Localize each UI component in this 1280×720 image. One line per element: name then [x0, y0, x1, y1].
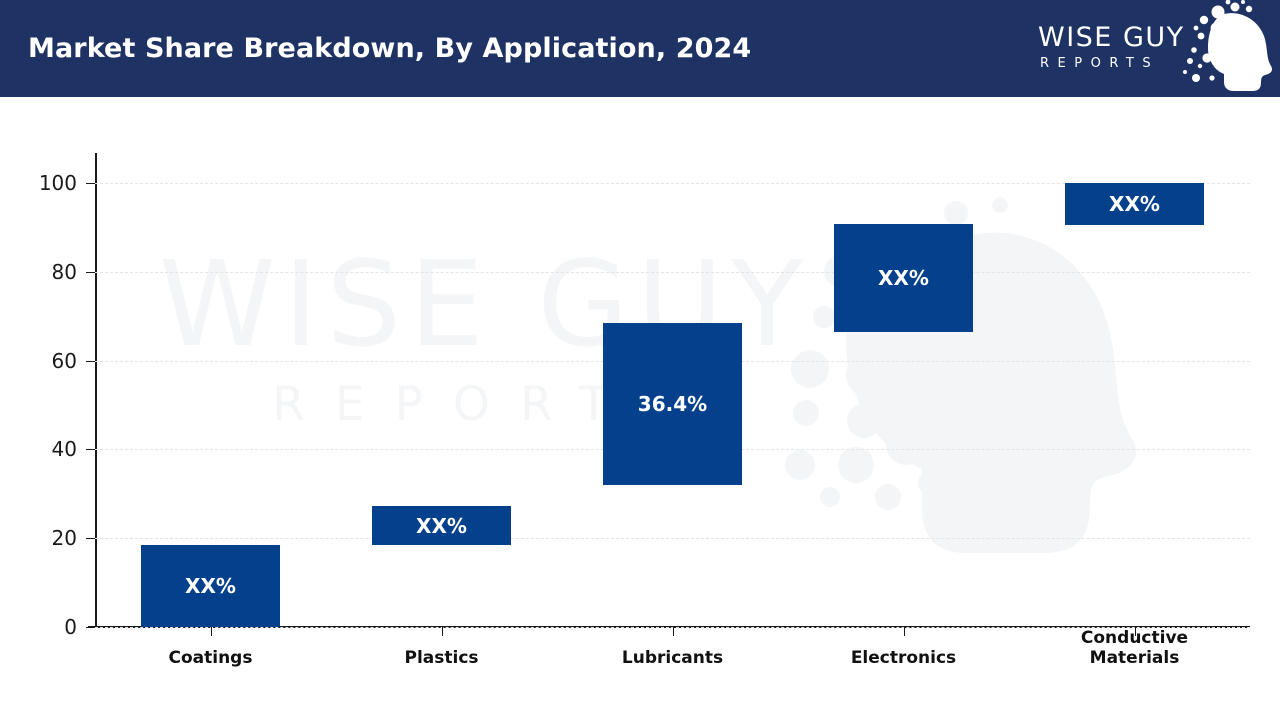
logo-graphic: [1183, 0, 1273, 92]
bar-conductive-materials[interactable]: XX%: [1065, 183, 1204, 226]
plot-area: 0 20 40 60 80 100 XX% XX% 36.4% XX% XX% Coatings P…: [39, 153, 1250, 668]
gridline: [95, 271, 1250, 273]
chart-canvas: WISE GUY REPORTS: [0, 97, 1280, 720]
gridline: [95, 538, 1250, 540]
logo-wordmark-secondary: REPORTS: [1040, 56, 1160, 71]
bar-plastics[interactable]: XX%: [372, 505, 511, 546]
x-axis-tick: [672, 627, 674, 636]
x-axis-tick-label: Plastics: [404, 648, 479, 669]
y-axis-tick-label: 20: [51, 526, 77, 551]
logo-wordmark-primary: WISE GUY: [1038, 22, 1185, 53]
x-axis-tick: [210, 627, 212, 636]
bar-value-label: 36.4%: [637, 392, 708, 417]
y-axis-tick: [86, 183, 95, 185]
y-axis-tick: [86, 627, 95, 628]
bar-coatings[interactable]: XX%: [141, 545, 280, 627]
page-title: Market Share Breakdown, By Application, …: [28, 33, 752, 64]
y-axis-tick: [86, 449, 95, 451]
wise-guy-reports-logo: WISE GUY REPORTS: [1028, 0, 1276, 97]
y-axis-tick-label: 0: [64, 615, 77, 639]
bar-lubricants[interactable]: 36.4%: [603, 323, 742, 485]
y-axis-tick-label: 100: [38, 171, 77, 196]
x-axis-tick: [1134, 627, 1136, 636]
y-axis-tick: [86, 271, 95, 273]
bar-value-label: XX%: [416, 513, 467, 538]
x-axis-tick: [441, 627, 443, 636]
page-header: Market Share Breakdown, By Application, …: [0, 0, 1280, 97]
bar-value-label: XX%: [185, 574, 236, 599]
x-axis-tick-label: Lubricants: [621, 648, 724, 669]
bar-value-label: XX%: [878, 265, 929, 290]
y-axis-tick-label: 60: [51, 348, 77, 373]
bar-value-label: XX%: [1109, 192, 1160, 217]
y-axis-tick: [86, 360, 95, 362]
x-axis-tick-label: Conductive Materials: [1080, 627, 1189, 669]
bar-electronics[interactable]: XX%: [834, 223, 973, 332]
x-axis-tick-label: Coatings: [168, 648, 253, 669]
y-axis-line: [95, 153, 97, 627]
x-axis-tick-label: Electronics: [850, 648, 957, 669]
x-axis-tick: [903, 627, 905, 636]
y-axis-tick-label: 40: [51, 437, 77, 462]
y-axis-tick-label: 80: [51, 259, 77, 284]
y-axis-tick: [86, 538, 95, 540]
gridline: [95, 183, 1250, 185]
